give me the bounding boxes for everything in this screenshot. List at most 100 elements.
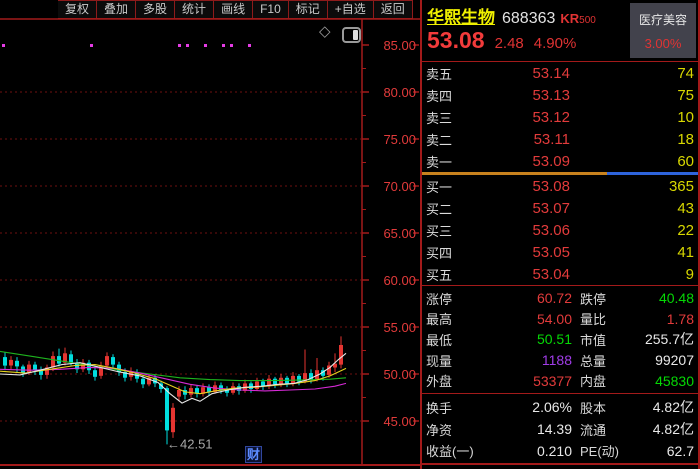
sell-3-price: 53.12 [532, 108, 570, 126]
buy-2-qty: 43 [677, 199, 694, 217]
high-label: 最高 [426, 312, 453, 328]
buy-row-2[interactable]: 买二 53.07 43 [422, 197, 698, 219]
last-price: 53.08 [427, 27, 485, 53]
toolbar-button-huaxian[interactable]: 画线 [214, 0, 254, 19]
sell-1-price: 53.09 [532, 152, 570, 170]
sell-1-qty: 60 [677, 152, 694, 170]
net-assets-value: 14.39 [536, 421, 572, 437]
stats-row-high: 最高 54.00 量比 1.78 [422, 309, 698, 328]
toolbar-button-add-watchlist[interactable]: +自选 [327, 0, 374, 19]
limit-down-value: 40.48 [658, 290, 694, 307]
layout-toggle-icon[interactable] [342, 27, 361, 43]
total-volume-value: 99207 [655, 352, 694, 369]
buy-row-1[interactable]: 买一 53.08 365 [422, 175, 698, 197]
stats-row-lots: 外盘 53377 内盘 45830 [422, 371, 698, 390]
buy-4-qty: 41 [677, 243, 694, 261]
sell-4-qty: 75 [677, 86, 694, 104]
sell-2-price: 53.11 [533, 130, 570, 148]
sell-row-3[interactable]: 卖三 53.12 10 [422, 106, 698, 128]
sell-row-2[interactable]: 卖二 53.11 18 [422, 128, 698, 150]
kline-chart-svg[interactable]: 85.00 80.00 75.00 70.00 65.00 60.00 55.00 50.00… [0, 0, 420, 469]
sell-4-label: 卖四 [426, 88, 453, 104]
volume-ratio-value: 1.78 [666, 310, 694, 327]
stats-row-limit: 涨停 60.72 跌停 40.48 [422, 289, 698, 308]
sell-row-4[interactable]: 卖四 53.13 75 [422, 84, 698, 106]
svg-text:85.00: 85.00 [383, 38, 416, 53]
stock-name[interactable]: 华熙生物 [427, 8, 495, 27]
buy-2-label: 买二 [426, 201, 453, 217]
toolbar-button-tongji[interactable]: 统计 [175, 0, 215, 19]
share-capital-value: 4.82亿 [652, 399, 694, 415]
svg-text:55.00: 55.00 [383, 320, 416, 335]
stock-code: 688363 [502, 10, 556, 27]
sell-2-qty: 18 [677, 130, 694, 148]
stats-row-volume: 现量 1188 总量 99207 [422, 351, 698, 370]
layout-toggle-fill [353, 30, 358, 40]
svg-text:←42.51: ←42.51 [167, 436, 213, 451]
buy-1-qty: 365 [668, 177, 694, 195]
buy-row-3[interactable]: 买三 53.06 22 [422, 219, 698, 241]
turnover-label: 换手 [426, 400, 453, 416]
buy-5-qty: 9 [685, 265, 694, 283]
sell-2-label: 卖二 [426, 132, 453, 148]
sector-name: 医疗美容 [638, 13, 687, 27]
eps-value: 0.210 [536, 442, 572, 459]
float-shares-label: 流通 [580, 422, 607, 438]
finance-event-badge[interactable]: 财 [245, 446, 263, 463]
buy-5-price: 53.04 [532, 265, 570, 283]
buy-3-label: 买三 [426, 223, 453, 239]
sell-4-price: 53.13 [532, 86, 570, 104]
buy-5-label: 买五 [426, 267, 453, 283]
svg-text:65.00: 65.00 [383, 226, 416, 241]
sell-3-label: 卖三 [426, 110, 453, 126]
outer-lots-value: 53377 [533, 372, 572, 389]
kline-chart[interactable]: 85.00 80.00 75.00 70.00 65.00 60.00 55.00 50.00… [0, 0, 420, 469]
sector-box[interactable]: 医疗美容 3.00% [630, 3, 696, 58]
stats-section: 涨停 60.72 跌停 40.48 最高 54.00 量比 1.78 最低 50… [422, 286, 698, 394]
diamond-marker-icon[interactable]: ◇ [319, 23, 331, 40]
turnover-value: 2.06% [532, 399, 572, 415]
svg-text:45.00: 45.00 [383, 414, 416, 429]
volume-ratio-label: 量比 [580, 312, 607, 328]
toolbar-button-back[interactable]: 返回 [373, 0, 413, 19]
price-change-percent: 4.90% [533, 35, 577, 52]
buy-row-5[interactable]: 买五 53.04 9 [422, 263, 698, 285]
limit-down-label: 跌停 [580, 291, 607, 307]
quote-header: 华熙生物 688363 KR 500 53.08 2.48 4.90% 医疗美容… [422, 0, 698, 62]
pe-value: 62.7 [666, 442, 694, 459]
stats-row-net-assets: 净资 14.39 流通 4.82亿 [422, 419, 698, 439]
svg-text:60.00: 60.00 [383, 273, 416, 288]
buy-4-price: 53.05 [532, 243, 570, 261]
stock-tag-kr: KR [560, 11, 580, 26]
limit-up-value: 60.72 [536, 290, 572, 307]
market-cap-value: 255.7亿 [644, 331, 694, 348]
limit-up-label: 涨停 [426, 291, 453, 307]
buy-row-4[interactable]: 买四 53.05 41 [422, 241, 698, 263]
ask-ratio-segment [606, 172, 698, 175]
svg-text:70.00: 70.00 [383, 179, 416, 194]
price-change: 2.48 [494, 35, 524, 52]
total-volume-label: 总量 [580, 353, 607, 369]
outer-lots-label: 外盘 [426, 374, 453, 390]
sell-1-label: 卖一 [426, 154, 453, 170]
stats-row-turnover: 换手 2.06% 股本 4.82亿 [422, 397, 698, 417]
toolbar-button-diejia[interactable]: 叠加 [97, 0, 137, 19]
sell-row-5[interactable]: 卖五 53.14 74 [422, 62, 698, 84]
sell-row-1[interactable]: 卖一 53.09 60 [422, 150, 698, 172]
buy-3-price: 53.06 [532, 221, 570, 239]
buy-1-price: 53.08 [532, 177, 570, 195]
svg-text:50.00: 50.00 [383, 367, 416, 382]
pe-label: PE(动) [580, 444, 620, 459]
current-volume-value: 1188 [541, 352, 572, 369]
bid-ask-ratio-bar [422, 172, 698, 175]
svg-text:80.00: 80.00 [383, 85, 416, 100]
low-value: 50.51 [536, 331, 572, 348]
svg-text:75.00: 75.00 [383, 132, 416, 147]
stock-tag-500: 500 [579, 15, 596, 26]
order-book: 卖五 53.14 74 卖四 53.13 75 卖三 53.12 10 卖二 5… [422, 62, 698, 286]
sell-5-qty: 74 [677, 64, 694, 82]
inner-lots-value: 45830 [655, 372, 694, 389]
net-assets-label: 净资 [426, 422, 453, 438]
price-row: 53.08 2.48 4.90% [427, 27, 576, 54]
